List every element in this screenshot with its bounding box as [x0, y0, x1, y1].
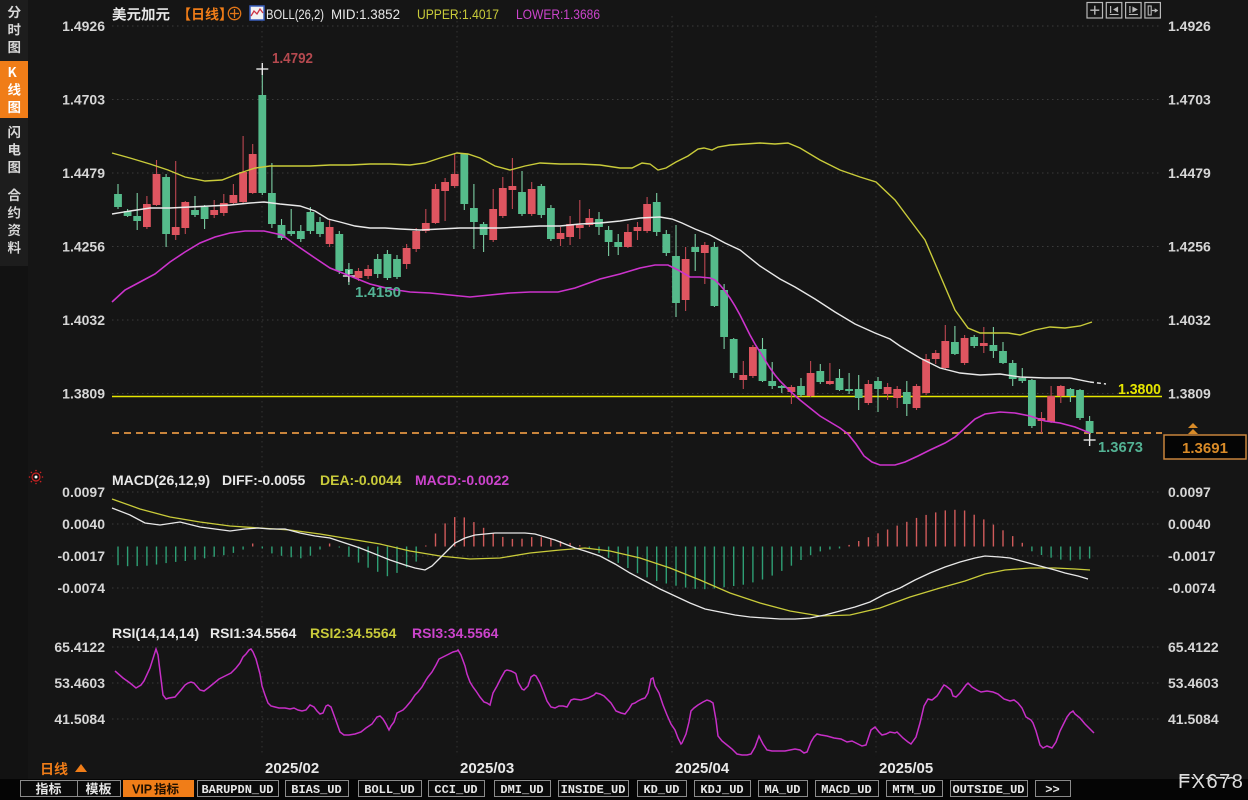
svg-text:41.5084: 41.5084	[54, 711, 105, 727]
svg-text:0.0040: 0.0040	[1168, 516, 1211, 532]
svg-text:2025/05: 2025/05	[879, 760, 933, 777]
svg-text:1.3809: 1.3809	[62, 386, 105, 402]
svg-text:0.0040: 0.0040	[62, 516, 105, 532]
svg-text:BOLL_UD: BOLL_UD	[364, 783, 414, 797]
svg-text:MACD(26,12,9): MACD(26,12,9)	[112, 472, 210, 488]
svg-text:1.3800: 1.3800	[1118, 381, 1161, 398]
svg-text:DEA:-0.0044: DEA:-0.0044	[320, 472, 402, 488]
svg-text:KD_UD: KD_UD	[643, 783, 679, 797]
svg-text:BOLL(26,2): BOLL(26,2)	[266, 6, 324, 22]
svg-text:CCI_UD: CCI_UD	[434, 783, 477, 797]
svg-text:MACD_UD: MACD_UD	[821, 783, 871, 797]
svg-text:0.0097: 0.0097	[1168, 484, 1211, 500]
svg-text:-0.0074: -0.0074	[1168, 580, 1216, 596]
svg-text:BIAS_UD: BIAS_UD	[291, 783, 341, 797]
svg-text:RSI(14,14,14): RSI(14,14,14)	[112, 625, 199, 641]
svg-text:2025/04: 2025/04	[675, 760, 730, 777]
svg-text:-0.0017: -0.0017	[58, 548, 106, 564]
svg-text:MA_UD: MA_UD	[764, 783, 800, 797]
svg-text:VIP: VIP	[132, 783, 152, 797]
svg-text:1.4479: 1.4479	[1168, 165, 1211, 181]
svg-text:1.4926: 1.4926	[1168, 18, 1211, 34]
svg-text:1.4479: 1.4479	[62, 165, 105, 181]
svg-text:1.4703: 1.4703	[1168, 92, 1211, 108]
svg-text:UPPER:1.4017: UPPER:1.4017	[417, 6, 499, 22]
svg-text:65.4122: 65.4122	[1168, 639, 1219, 655]
svg-text:LOWER:1.3686: LOWER:1.3686	[516, 6, 600, 22]
svg-text:1.4926: 1.4926	[62, 18, 105, 34]
svg-text:MTM_UD: MTM_UD	[892, 783, 935, 797]
svg-text:RSI3:34.5564: RSI3:34.5564	[412, 625, 499, 641]
svg-text:1.3691: 1.3691	[1182, 440, 1228, 457]
svg-text:53.4603: 53.4603	[1168, 675, 1219, 691]
svg-text:1.4792: 1.4792	[272, 50, 313, 67]
svg-text:53.4603: 53.4603	[54, 675, 105, 691]
svg-text:41.5084: 41.5084	[1168, 711, 1219, 727]
svg-text:1.4032: 1.4032	[1168, 312, 1211, 328]
svg-text:RSI1:34.5564: RSI1:34.5564	[210, 625, 297, 641]
svg-text:MID:1.3852: MID:1.3852	[331, 6, 400, 22]
svg-text:-0.0017: -0.0017	[1168, 548, 1216, 564]
svg-text:BARUPDN_UD: BARUPDN_UD	[201, 783, 273, 797]
svg-text:MACD:-0.0022: MACD:-0.0022	[415, 472, 509, 488]
svg-text:1.4032: 1.4032	[62, 312, 105, 328]
svg-text:65.4122: 65.4122	[54, 639, 105, 655]
svg-text:1.4150: 1.4150	[355, 284, 401, 301]
svg-text:1.3673: 1.3673	[1098, 439, 1143, 456]
svg-text:2025/03: 2025/03	[460, 760, 514, 777]
svg-text:OUTSIDE_UD: OUTSIDE_UD	[952, 783, 1024, 797]
svg-text:>>: >>	[1045, 783, 1059, 797]
svg-text:1.4703: 1.4703	[62, 92, 105, 108]
svg-text:INSIDE_UD: INSIDE_UD	[561, 783, 626, 797]
svg-text:2025/02: 2025/02	[265, 760, 319, 777]
svg-text:1.4256: 1.4256	[1168, 239, 1211, 255]
svg-text:0.0097: 0.0097	[62, 484, 105, 500]
svg-text:RSI2:34.5564: RSI2:34.5564	[310, 625, 397, 641]
svg-text:KDJ_UD: KDJ_UD	[700, 783, 743, 797]
svg-text:-0.0074: -0.0074	[58, 580, 106, 596]
svg-text:DIFF:-0.0055: DIFF:-0.0055	[222, 472, 305, 488]
svg-text:DMI_UD: DMI_UD	[500, 783, 543, 797]
svg-text:1.4256: 1.4256	[62, 239, 105, 255]
svg-text:1.3809: 1.3809	[1168, 386, 1211, 402]
